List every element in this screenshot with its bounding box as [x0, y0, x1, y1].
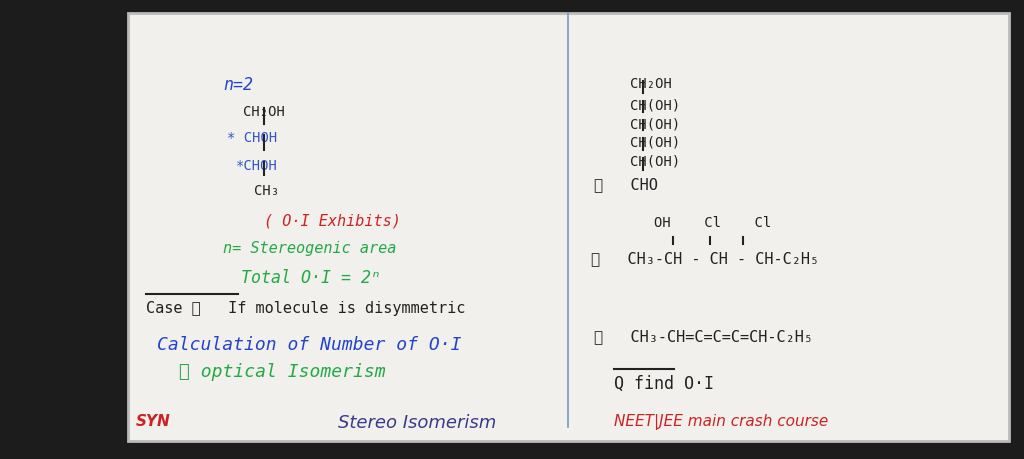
- Text: CH₂OH: CH₂OH: [630, 77, 672, 91]
- Text: Q find O·I: Q find O·I: [614, 374, 715, 392]
- Text: CH(OH): CH(OH): [630, 117, 680, 131]
- Text: n=2: n=2: [223, 76, 253, 94]
- Text: ①   CH₃-CH=C=C=C=CH-C₂H₅: ① CH₃-CH=C=C=C=CH-C₂H₅: [594, 328, 813, 343]
- Text: ③   CHO: ③ CHO: [594, 177, 657, 192]
- Text: *CHOH: *CHOH: [236, 158, 278, 172]
- Text: ( O·I Exhibits): ( O·I Exhibits): [264, 213, 401, 229]
- Text: CH₂OH: CH₂OH: [243, 105, 285, 118]
- FancyBboxPatch shape: [128, 14, 1009, 441]
- Text: Calculation of Number of O·I: Calculation of Number of O·I: [157, 335, 461, 353]
- Text: Case ①   If molecule is disymmetric: Case ① If molecule is disymmetric: [146, 301, 466, 316]
- Text: n= Stereogenic area: n= Stereogenic area: [223, 241, 396, 256]
- Text: CH₃: CH₃: [254, 184, 280, 197]
- Text: Total O·I = 2ⁿ: Total O·I = 2ⁿ: [241, 269, 381, 286]
- Text: Ⓐ optical Isomerism: Ⓐ optical Isomerism: [179, 363, 386, 381]
- Text: CH(OH): CH(OH): [630, 135, 680, 149]
- Text: CH(OH): CH(OH): [630, 154, 680, 168]
- Text: CH(OH): CH(OH): [630, 99, 680, 112]
- Text: * CHOH: * CHOH: [227, 131, 278, 145]
- Text: NEET|JEE main crash course: NEET|JEE main crash course: [614, 413, 828, 429]
- Text: ②   CH₃-CH - CH - CH-C₂H₅: ② CH₃-CH - CH - CH-C₂H₅: [591, 250, 819, 265]
- Text: Stereo Isomerism: Stereo Isomerism: [338, 413, 497, 431]
- Text: SYN: SYN: [136, 413, 171, 428]
- Text: OH    Cl    Cl: OH Cl Cl: [654, 216, 772, 230]
